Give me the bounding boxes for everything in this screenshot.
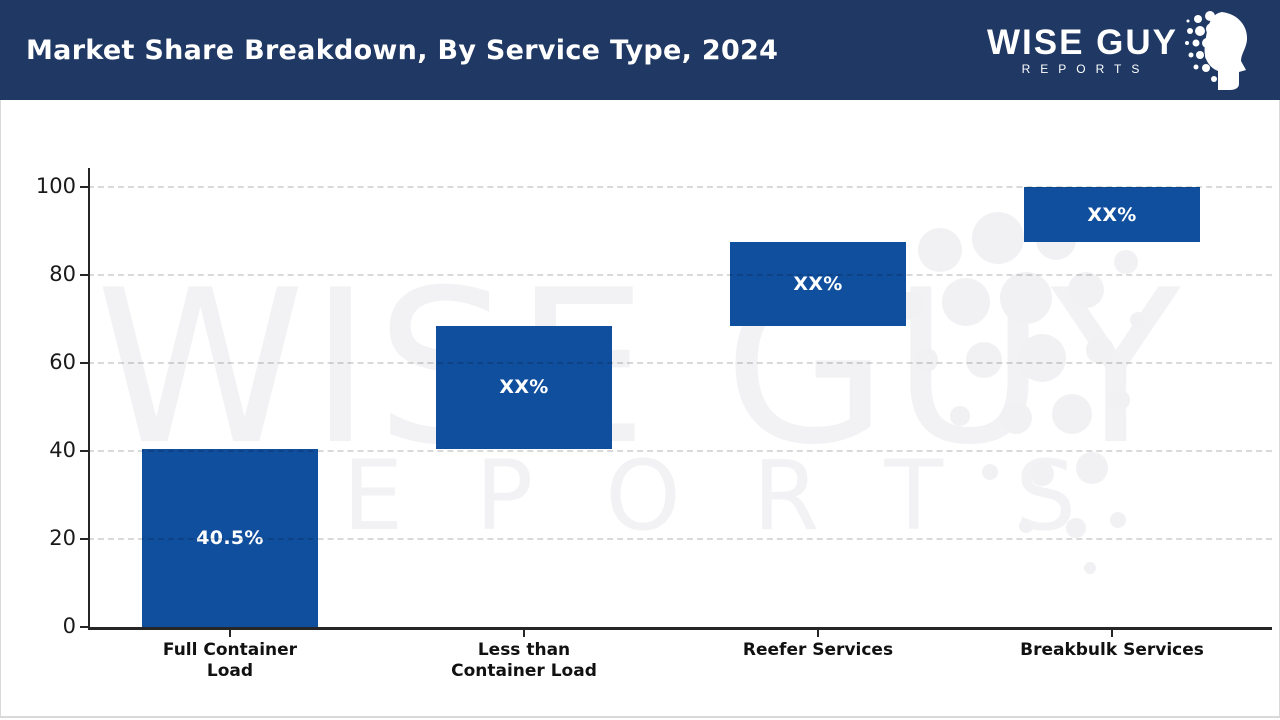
y-tick-label: 20 — [49, 526, 76, 550]
bar-value-label: XX% — [1087, 203, 1137, 226]
x-tick-mark — [229, 629, 231, 637]
y-axis-spine — [88, 168, 90, 629]
x-category-label-line: Load — [206, 661, 254, 682]
y-tick-mark — [80, 538, 88, 540]
chart-title: Market Share Breakdown, By Service Type,… — [26, 34, 779, 66]
y-tick-mark — [80, 274, 88, 276]
x-axis-spine — [88, 627, 1272, 630]
y-tick-label: 60 — [49, 350, 76, 374]
x-tick-mark — [1111, 629, 1113, 637]
bar-less-than-container-load: XX% — [436, 326, 612, 449]
bar-reefer-services: XX% — [730, 242, 906, 327]
x-category-label: Breakbulk Services — [982, 640, 1242, 661]
x-category-label-line: Container Load — [451, 661, 597, 682]
gridline-40 — [88, 450, 1272, 452]
y-tick-mark — [80, 450, 88, 452]
x-category-label: Reefer Services — [688, 640, 948, 661]
gridline-100 — [88, 186, 1272, 188]
x-category-label-line: Reefer Services — [742, 640, 894, 660]
y-tick-label: 100 — [35, 174, 76, 198]
gridline-80 — [88, 274, 1272, 276]
x-category-label-line: Less than — [477, 640, 571, 660]
y-tick-label: 40 — [49, 438, 76, 462]
logo-head-icon — [1185, 11, 1248, 90]
logo-subtitle: REPORTS — [1021, 62, 1150, 76]
header-bar: Market Share Breakdown, By Service Type,… — [0, 0, 1280, 100]
bar-full-container-load: 40.5% — [142, 448, 318, 627]
y-tick-mark — [80, 362, 88, 364]
bar-value-label: XX% — [499, 376, 549, 399]
y-tick-label: 0 — [62, 614, 76, 638]
watermark-subtitle: REPORTS — [203, 440, 1149, 552]
x-tick-mark — [523, 629, 525, 637]
x-category-label-line: Full Container — [162, 640, 298, 660]
wise-guy-logo: WISE GUY REPORTS — [987, 9, 1254, 91]
y-tick-mark — [80, 186, 88, 188]
x-category-label: Less than Container Load — [394, 640, 654, 683]
logo-text: WISE GUY REPORTS — [987, 25, 1178, 75]
logo-wordmark: WISE GUY — [986, 23, 1178, 62]
bar-breakbulk-services: XX% — [1024, 187, 1200, 242]
bar-value-label: XX% — [793, 273, 843, 296]
gridline-20 — [88, 538, 1272, 540]
x-category-label: Full Container Load — [100, 640, 360, 683]
x-tick-mark — [817, 629, 819, 637]
y-tick-label: 80 — [49, 262, 76, 286]
gridline-60 — [88, 362, 1272, 364]
x-category-label-line: Breakbulk Services — [1020, 640, 1204, 660]
bar-value-label: 40.5% — [196, 526, 264, 549]
y-tick-mark — [80, 626, 88, 628]
